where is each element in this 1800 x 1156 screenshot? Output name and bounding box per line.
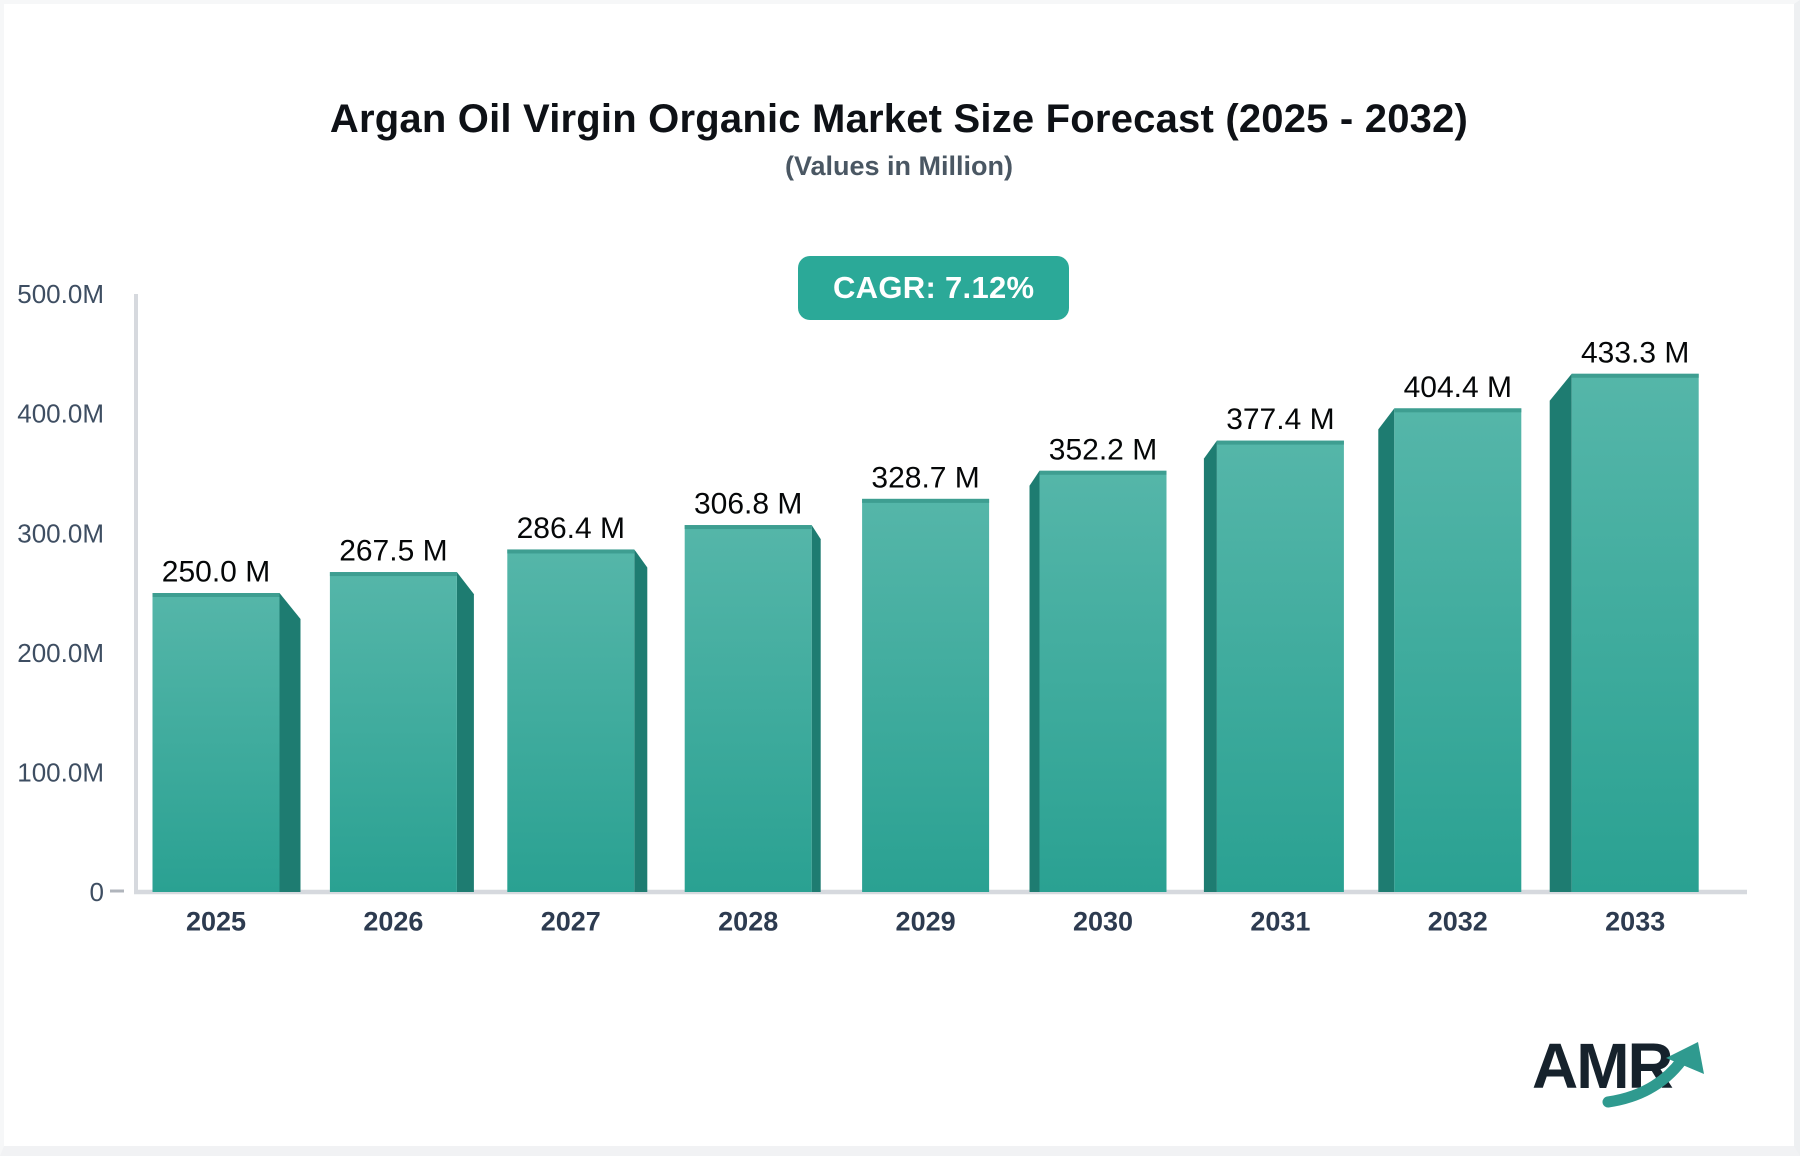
- bar-side-2026: [456, 572, 474, 892]
- bar-top-edge-2031: [1216, 440, 1344, 445]
- x-axis-label: 2032: [1428, 906, 1488, 936]
- bar-side-2027: [634, 549, 648, 892]
- y-axis-tick-label: 0: [90, 877, 104, 907]
- bar-2026: [329, 572, 457, 892]
- bar-value-label: 267.5 M: [339, 535, 447, 568]
- x-axis-label: 2031: [1250, 906, 1310, 936]
- cagr-badge: CAGR: 7.12%: [798, 256, 1070, 320]
- x-axis-label: 2027: [541, 906, 601, 936]
- bar-2027: [507, 549, 635, 892]
- bar-top-edge-2026: [329, 572, 457, 577]
- bar-side-2032: [1378, 408, 1395, 892]
- bar-value-label: 404.4 M: [1404, 371, 1512, 404]
- amr-logo-arrow-icon: [1602, 1042, 1704, 1108]
- bar-side-2030: [1029, 470, 1040, 892]
- bar-value-label: 352.2 M: [1049, 433, 1157, 466]
- bar-top-edge-2030: [1039, 470, 1167, 475]
- x-axis-label: 2026: [363, 906, 423, 936]
- bar-2033: [1571, 373, 1699, 892]
- y-axis-tick-label: 200.0M: [17, 638, 104, 668]
- bar-chart-plot: 500.0M 400.0M 300.0M 200.0M 100.0M 0 250.0 M 20…: [17, 279, 1747, 936]
- bar-side-2033: [1549, 373, 1572, 892]
- bar-top-edge-2033: [1571, 373, 1699, 378]
- bar-top-edge-2028: [684, 525, 812, 530]
- bar-side-2028: [811, 525, 821, 892]
- bar-value-label: 328.7 M: [871, 461, 979, 494]
- bar-2032: [1394, 408, 1522, 892]
- bar-2030: [1039, 470, 1167, 892]
- bar-side-2031: [1203, 440, 1217, 892]
- bar-top-edge-2032: [1394, 408, 1522, 413]
- bar-value-label: 250.0 M: [162, 556, 270, 589]
- bar-top-edge-2029: [862, 498, 990, 503]
- y-axis-tick-label: 400.0M: [17, 399, 104, 429]
- amr-logo: AMR: [1532, 1034, 1752, 1134]
- x-axis-label: 2033: [1605, 906, 1665, 936]
- bar-2029: [862, 498, 990, 892]
- bar-2031: [1216, 440, 1344, 892]
- bar-side-2025: [279, 593, 301, 892]
- x-axis-label: 2025: [186, 906, 246, 936]
- bar-top-edge-2027: [507, 549, 635, 554]
- chart-subtitle: (Values in Million): [784, 151, 1014, 181]
- bar-value-label: 286.4 M: [517, 512, 625, 545]
- x-axis-label: 2030: [1073, 906, 1133, 936]
- bar-2028: [684, 525, 812, 892]
- y-axis-tick-label: 300.0M: [17, 518, 104, 548]
- bar-value-label: 306.8 M: [694, 488, 802, 521]
- bar-value-label: 377.4 M: [1226, 403, 1334, 436]
- bar-2025: [152, 593, 280, 892]
- x-axis-label: 2029: [896, 906, 956, 936]
- bar-top-edge-2025: [152, 593, 280, 597]
- x-axis-label: 2028: [718, 906, 778, 936]
- chart-title: Argan Oil Virgin Organic Market Size For…: [329, 97, 1469, 141]
- bar-value-label: 433.3 M: [1581, 336, 1689, 369]
- y-axis-tick-label: 500.0M: [17, 279, 104, 309]
- y-axis-tick-label: 100.0M: [17, 758, 104, 788]
